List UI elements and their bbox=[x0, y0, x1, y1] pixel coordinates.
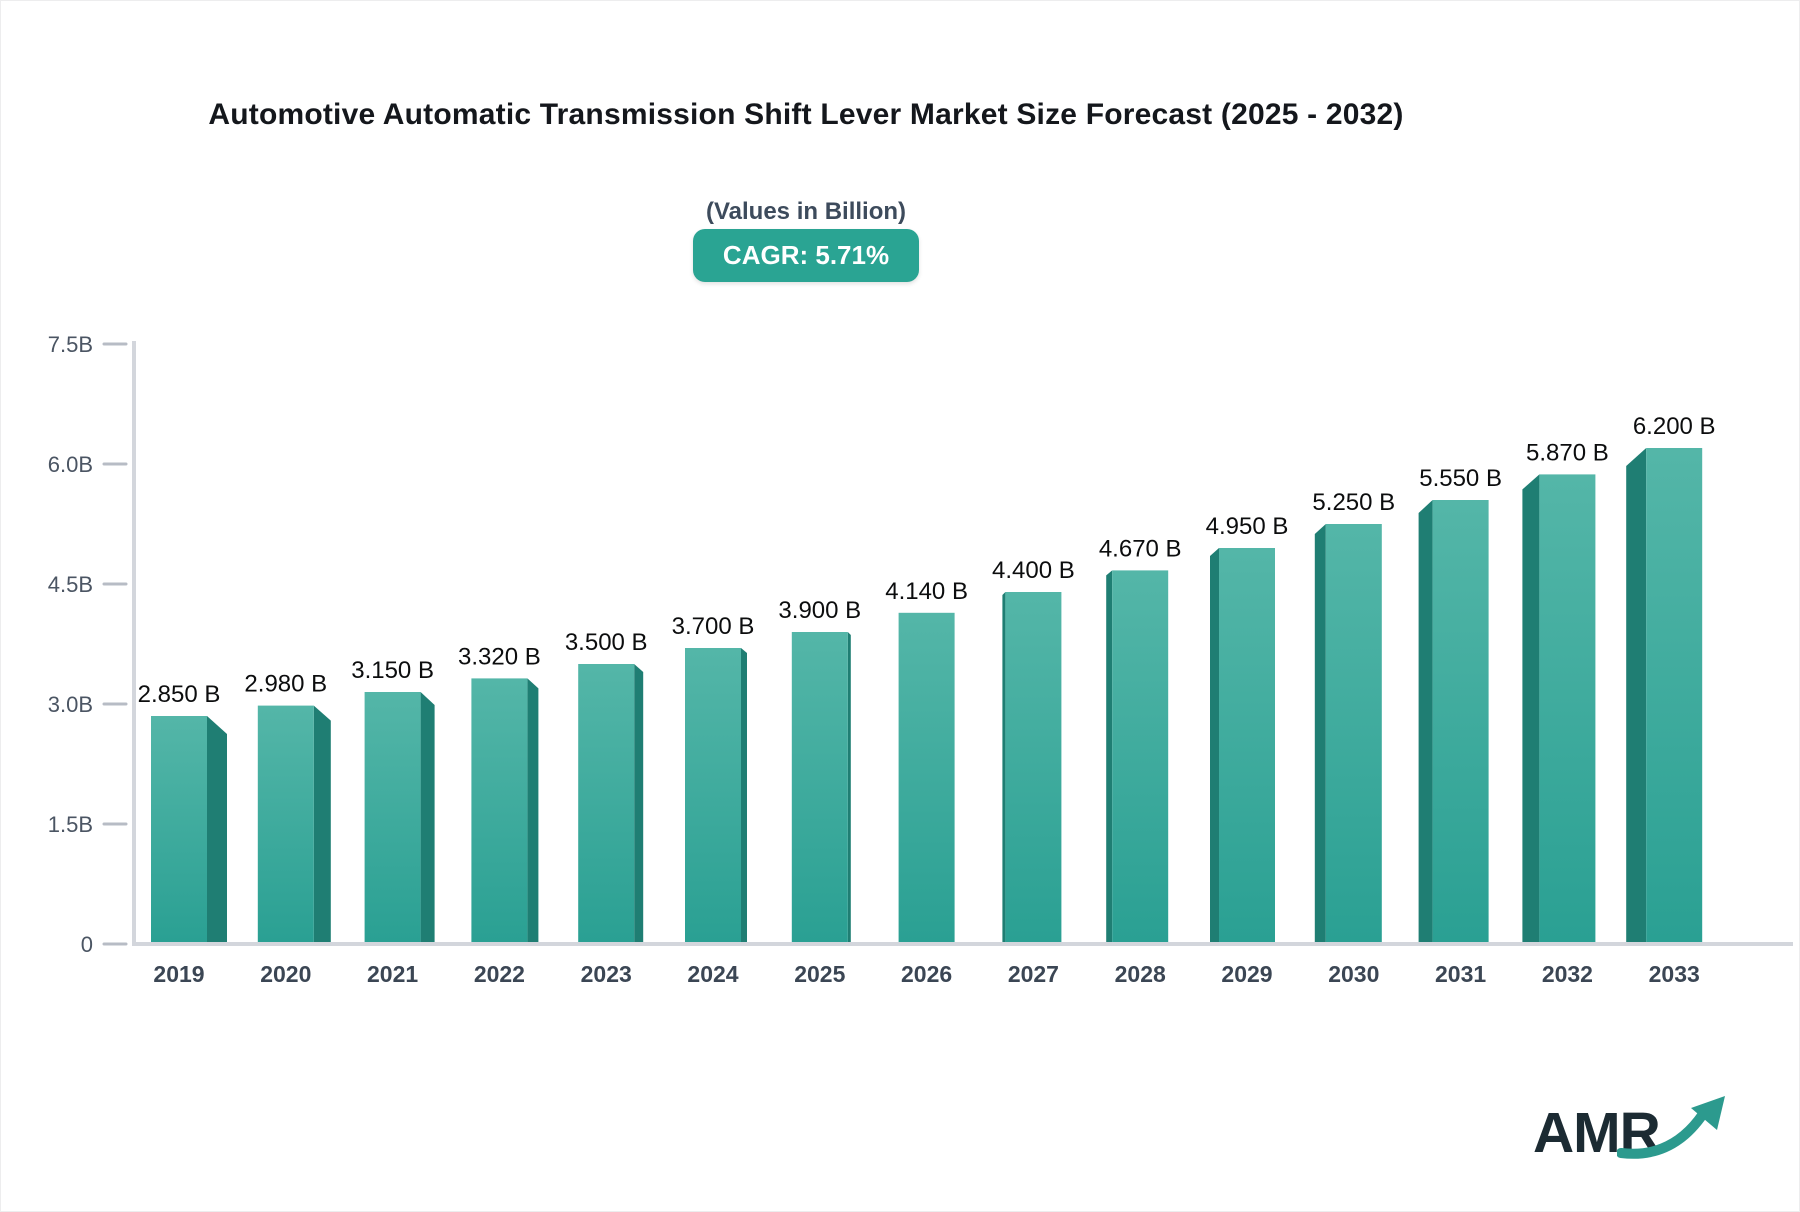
bar-side-2021 bbox=[420, 692, 435, 942]
bar-side-2032 bbox=[1522, 474, 1540, 942]
growth-arrow-icon bbox=[1617, 1096, 1725, 1159]
bar-side-2022 bbox=[527, 678, 539, 942]
bar-2027 bbox=[1005, 592, 1062, 942]
value-label-2032: 5.870 B bbox=[1526, 439, 1609, 466]
bar-2022 bbox=[471, 678, 528, 942]
year-label-2025: 2025 bbox=[794, 961, 845, 987]
year-label-2023: 2023 bbox=[581, 961, 632, 987]
bar-side-2025 bbox=[847, 632, 851, 942]
y-tick-label-3.0B: 3.0B bbox=[48, 692, 93, 717]
bar-2025 bbox=[791, 632, 848, 942]
y-tick-label-7.5B: 7.5B bbox=[48, 332, 93, 357]
bar-side-2027 bbox=[1002, 592, 1006, 942]
value-label-2024: 3.700 B bbox=[672, 613, 755, 640]
cagr-badge: CAGR: 5.71% bbox=[692, 229, 920, 282]
bar-2026 bbox=[898, 612, 955, 942]
value-label-2022: 3.320 B bbox=[458, 643, 541, 670]
year-label-2027: 2027 bbox=[1008, 961, 1059, 987]
value-label-2020: 2.980 B bbox=[244, 671, 327, 698]
value-label-2021: 3.150 B bbox=[351, 657, 434, 684]
bar-2029 bbox=[1219, 548, 1275, 942]
value-label-2033: 6.200 B bbox=[1633, 413, 1716, 440]
bar-2031 bbox=[1432, 500, 1489, 942]
chart-subtitle: (Values in Billion) bbox=[705, 198, 907, 225]
year-label-2020: 2020 bbox=[260, 961, 311, 987]
value-label-2028: 4.670 B bbox=[1099, 535, 1182, 562]
amr-logo: AMR bbox=[1533, 1086, 1743, 1186]
bar-2030 bbox=[1325, 524, 1382, 942]
value-label-2027: 4.400 B bbox=[992, 557, 1075, 584]
y-tick-label-0: 0 bbox=[81, 932, 93, 957]
year-label-2024: 2024 bbox=[687, 961, 738, 987]
year-label-2032: 2032 bbox=[1542, 961, 1593, 987]
year-label-2033: 2033 bbox=[1649, 961, 1700, 987]
bar-2023 bbox=[578, 664, 635, 942]
bar-2021 bbox=[364, 692, 421, 942]
bar-side-2019 bbox=[207, 716, 227, 942]
year-label-2026: 2026 bbox=[901, 961, 952, 987]
bar-2032 bbox=[1539, 474, 1596, 942]
value-label-2030: 5.250 B bbox=[1312, 489, 1395, 516]
value-label-2031: 5.550 B bbox=[1419, 465, 1502, 492]
bar-side-2033 bbox=[1626, 448, 1647, 942]
bar-2028 bbox=[1112, 570, 1169, 942]
year-label-2030: 2030 bbox=[1328, 961, 1379, 987]
bar-2024 bbox=[685, 648, 741, 942]
bar-side-2020 bbox=[313, 705, 331, 942]
bar-2033 bbox=[1646, 448, 1703, 942]
bar-2019 bbox=[151, 716, 207, 942]
year-label-2029: 2029 bbox=[1221, 961, 1272, 987]
value-label-2019: 2.850 B bbox=[138, 681, 221, 708]
year-label-2031: 2031 bbox=[1435, 961, 1486, 987]
y-tick-label-6.0B: 6.0B bbox=[48, 452, 93, 477]
year-label-2019: 2019 bbox=[153, 961, 204, 987]
bar-side-2029 bbox=[1210, 548, 1219, 942]
year-label-2021: 2021 bbox=[367, 961, 418, 987]
y-tick-label-1.5B: 1.5B bbox=[48, 812, 93, 837]
bar-side-2028 bbox=[1106, 570, 1113, 942]
value-label-2026: 4.140 B bbox=[885, 578, 968, 605]
value-label-2029: 4.950 B bbox=[1206, 513, 1289, 540]
bar-side-2031 bbox=[1418, 500, 1433, 942]
value-label-2023: 3.500 B bbox=[565, 629, 648, 656]
value-label-2025: 3.900 B bbox=[778, 597, 861, 624]
year-label-2028: 2028 bbox=[1115, 961, 1166, 987]
bar-2020 bbox=[257, 705, 314, 942]
cagr-badge-row: CAGR: 5.71% bbox=[106, 229, 1506, 282]
y-tick-label-4.5B: 4.5B bbox=[48, 572, 93, 597]
bar-side-2024 bbox=[741, 648, 747, 942]
bar-side-2023 bbox=[634, 664, 644, 942]
page-title: Automotive Automatic Transmission Shift … bbox=[208, 98, 1404, 131]
bar-side-2030 bbox=[1314, 524, 1326, 942]
year-label-2022: 2022 bbox=[474, 961, 525, 987]
